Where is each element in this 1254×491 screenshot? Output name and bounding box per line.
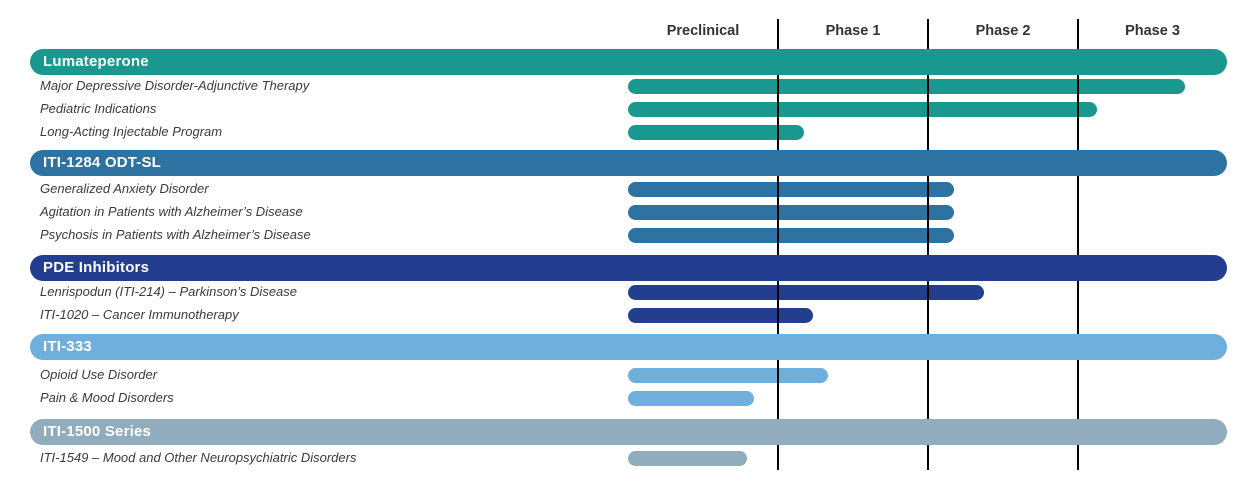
indication-label: Agitation in Patients with Alzheimer’s D… bbox=[40, 204, 303, 219]
indication-label: ITI-1020 – Cancer Immunotherapy bbox=[40, 307, 239, 322]
phase-header-phase-1: Phase 1 bbox=[825, 23, 881, 39]
section-header-pde-inhibitors: PDE Inhibitors bbox=[30, 255, 1227, 281]
phase-header-phase-3: Phase 3 bbox=[1125, 23, 1180, 39]
section-title: ITI-333 bbox=[43, 338, 92, 355]
indication-label: Major Depressive Disorder-Adjunctive The… bbox=[40, 78, 310, 93]
phase-divider-line-2 bbox=[927, 19, 929, 470]
section-header-iti-1500-series: ITI-1500 Series bbox=[30, 419, 1227, 445]
indication-label: Generalized Anxiety Disorder bbox=[40, 181, 209, 196]
progress-bar bbox=[628, 285, 984, 300]
indication-label: Lenrispodun (ITI-214) – Parkinson’s Dise… bbox=[40, 284, 298, 299]
section-title: PDE Inhibitors bbox=[43, 259, 150, 276]
progress-bar bbox=[628, 125, 804, 140]
section-title: Lumateperone bbox=[43, 53, 149, 70]
section-header-iti-1284-odt-sl: ITI-1284 ODT-SL bbox=[30, 150, 1227, 176]
phase-divider-line-3 bbox=[1077, 19, 1079, 470]
indication-label: Opioid Use Disorder bbox=[40, 367, 158, 382]
phase-divider-line-1 bbox=[777, 19, 779, 470]
progress-bar bbox=[628, 391, 754, 406]
indication-label: ITI-1549 – Mood and Other Neuropsychiatr… bbox=[40, 450, 357, 465]
progress-bar bbox=[628, 308, 813, 323]
progress-bar bbox=[628, 451, 747, 466]
progress-bar bbox=[628, 228, 954, 243]
progress-bar bbox=[628, 79, 1185, 94]
indication-label: Pediatric Indications bbox=[40, 101, 157, 116]
phase-header-phase-2: Phase 2 bbox=[975, 23, 1031, 39]
indication-label: Pain & Mood Disorders bbox=[40, 390, 174, 405]
progress-bar bbox=[628, 205, 954, 220]
section-header-lumateperone: Lumateperone bbox=[30, 49, 1227, 75]
section-title: ITI-1500 Series bbox=[43, 423, 152, 440]
section-header-iti-333: ITI-333 bbox=[30, 334, 1227, 360]
progress-bar bbox=[628, 182, 954, 197]
progress-bar bbox=[628, 102, 1097, 117]
section-title: ITI-1284 ODT-SL bbox=[43, 154, 162, 171]
indication-label: Psychosis in Patients with Alzheimer’s D… bbox=[40, 227, 311, 242]
progress-bar bbox=[628, 368, 828, 383]
phase-header-preclinical: Preclinical bbox=[666, 23, 740, 39]
indication-label: Long-Acting Injectable Program bbox=[40, 124, 223, 139]
